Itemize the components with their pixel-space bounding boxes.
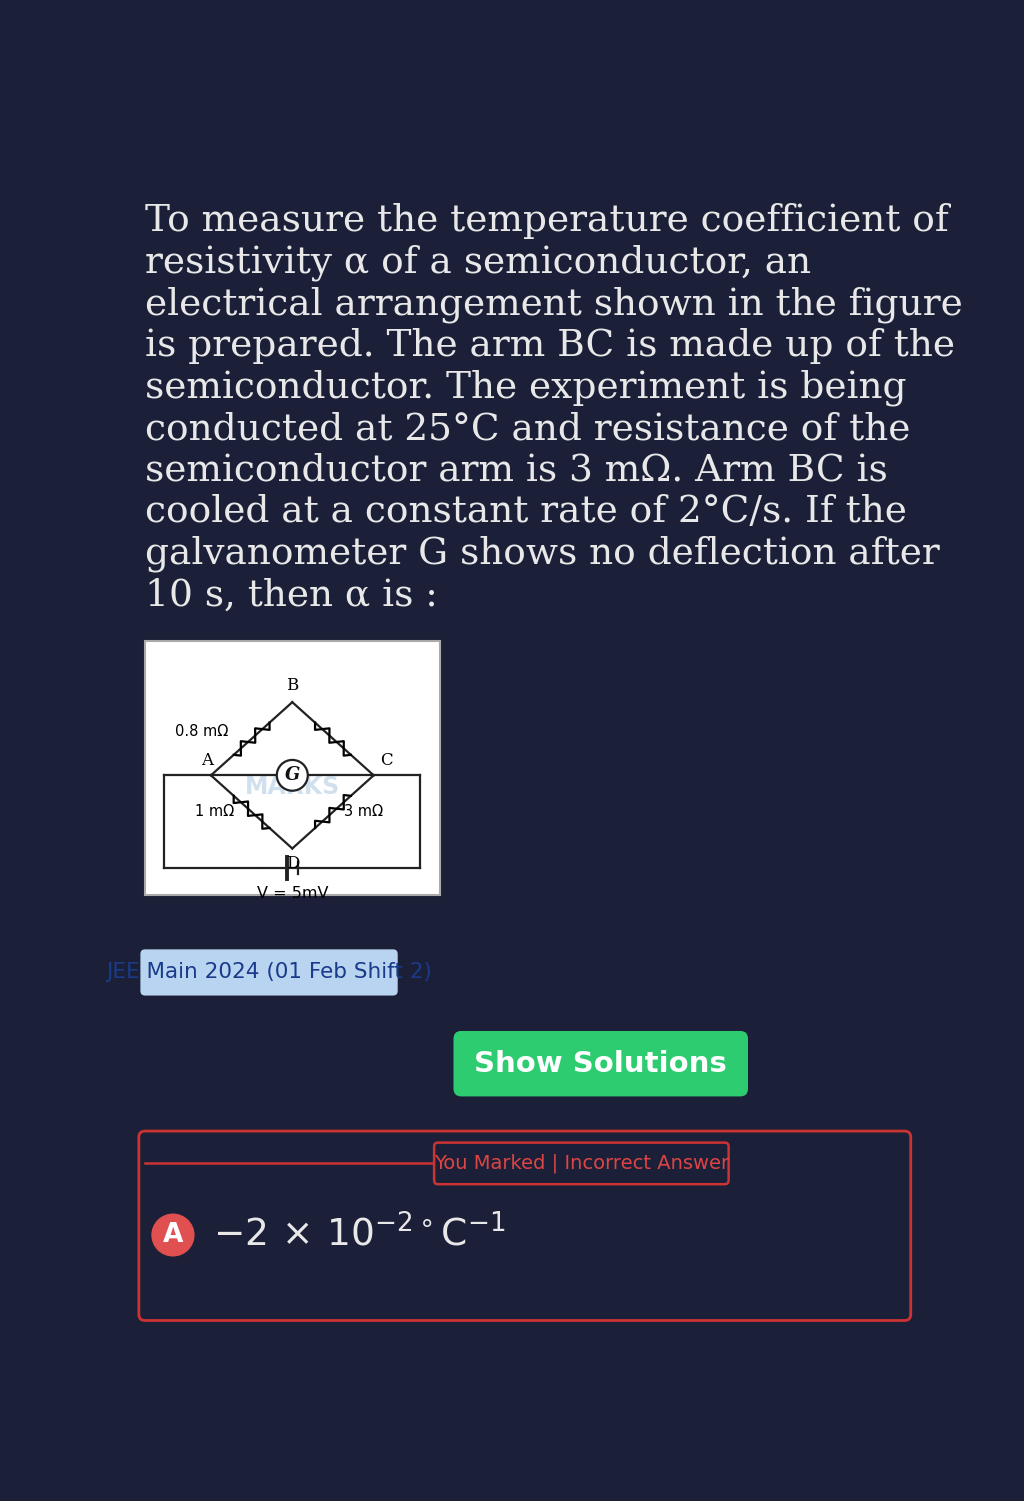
Text: $-2\,\times\,10^{-2\circ}\mathrm{C}^{-1}$: $-2\,\times\,10^{-2\circ}\mathrm{C}^{-1}…: [213, 1216, 506, 1255]
Text: To measure the temperature coefficient of: To measure the temperature coefficient o…: [145, 203, 949, 239]
Text: galvanometer G shows no deflection after: galvanometer G shows no deflection after: [145, 536, 940, 572]
Text: You Marked | Incorrect Answer: You Marked | Incorrect Answer: [434, 1154, 729, 1174]
Text: C: C: [380, 752, 392, 769]
FancyBboxPatch shape: [140, 949, 397, 995]
Text: JEE Main 2024 (01 Feb Shift 2): JEE Main 2024 (01 Feb Shift 2): [106, 962, 432, 983]
Text: conducted at 25°C and resistance of the: conducted at 25°C and resistance of the: [145, 411, 910, 447]
Circle shape: [152, 1214, 194, 1256]
Text: cooled at a constant rate of 2°C/s. If the: cooled at a constant rate of 2°C/s. If t…: [145, 494, 907, 530]
Text: G: G: [285, 767, 300, 785]
Text: resistivity α of a semiconductor, an: resistivity α of a semiconductor, an: [145, 245, 811, 281]
Text: semiconductor arm is 3 mΩ. Arm BC is: semiconductor arm is 3 mΩ. Arm BC is: [145, 453, 888, 489]
Text: Show Solutions: Show Solutions: [474, 1049, 727, 1078]
Text: A: A: [201, 752, 213, 769]
Bar: [145, 641, 439, 895]
Text: 1 mΩ: 1 mΩ: [196, 805, 234, 820]
FancyBboxPatch shape: [454, 1031, 748, 1096]
Text: 10 s, then α is :: 10 s, then α is :: [145, 578, 438, 614]
Text: electrical arrangement shown in the figure: electrical arrangement shown in the figu…: [145, 287, 963, 323]
Text: D: D: [286, 854, 299, 872]
Text: V = 5mV: V = 5mV: [257, 886, 328, 901]
Text: 0.8 mΩ: 0.8 mΩ: [175, 723, 228, 738]
Text: B: B: [286, 677, 298, 695]
Text: 3 mΩ: 3 mΩ: [344, 805, 383, 820]
FancyBboxPatch shape: [434, 1142, 729, 1184]
Text: semiconductor. The experiment is being: semiconductor. The experiment is being: [145, 369, 906, 407]
Text: MARKS: MARKS: [245, 775, 340, 799]
Circle shape: [276, 760, 308, 791]
Text: is prepared. The arm BC is made up of the: is prepared. The arm BC is made up of th…: [145, 327, 955, 363]
Text: A: A: [163, 1222, 183, 1247]
